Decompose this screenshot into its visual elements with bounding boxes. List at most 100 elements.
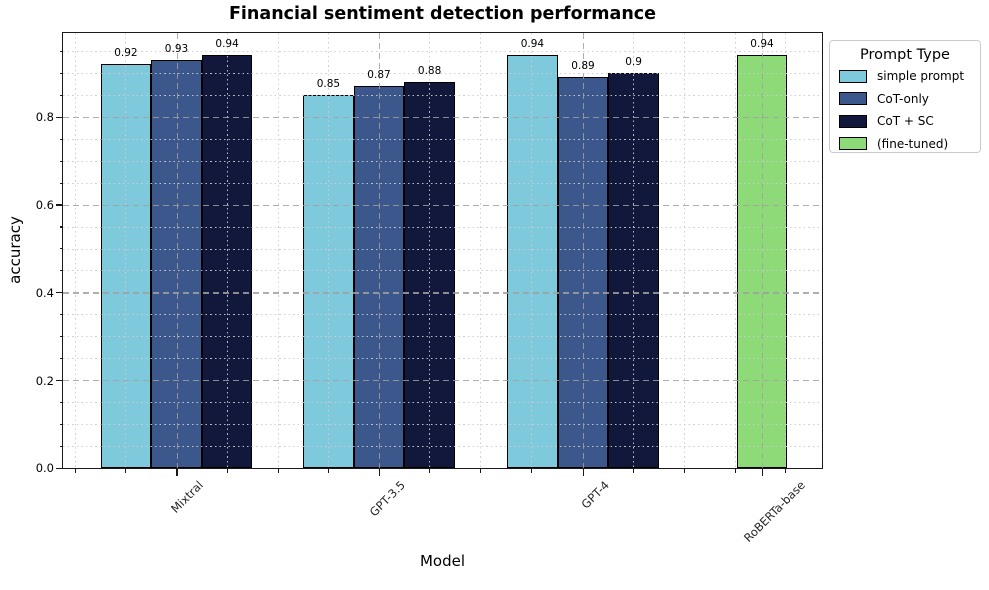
x-major-tick [378,468,381,476]
gridline-minor-v [785,33,786,468]
gridline-minor-h [63,336,822,338]
y-major-tick [56,204,63,206]
legend-item-(fine-tuned): (fine-tuned) [830,133,980,156]
gridline-major-h [63,204,822,206]
gridline-minor-v [328,33,329,468]
bar-GPT-4-simple prompt [507,55,558,468]
gridline-minor-v [633,33,634,468]
legend: Prompt Type simple prompt CoT-only CoT + S… [829,40,981,153]
y-minor-tick [59,226,64,228]
y-minor-tick [59,248,64,250]
x-minor-tick [683,468,685,473]
y-tick-label: 0.6 [35,198,54,212]
legend-swatch-icon [839,137,867,151]
x-minor-tick [784,468,786,473]
y-minor-tick [59,314,64,316]
gridline-minor-h [63,424,822,426]
x-major-tick [582,468,585,476]
bar-value-label: 0.94 [215,38,239,51]
gridline-minor-h [63,94,822,96]
gridline-major-h [63,116,822,118]
gridline-minor-v [684,33,685,468]
plot-area: 0.92 0.93 0.94 0.85 0.87 0.88 0.94 0.89 0.9 0.94 [62,32,823,469]
legend-item-label: (fine-tuned) [877,136,949,151]
bar-value-label: 0.93 [164,42,189,55]
gridline-minor-h [63,138,822,140]
y-minor-tick [59,138,64,140]
legend-swatch-icon [839,69,867,83]
gridline-minor-h [63,50,822,52]
legend-item-label: CoT + SC [877,114,934,129]
x-major-tick [761,468,764,476]
legend-items: simple prompt CoT-only CoT + SC (fine-tuned… [830,65,980,155]
gridline-major-h [63,380,822,382]
gridline-minor-h [63,72,822,74]
y-tick-label: 0.2 [35,373,54,388]
gridline-minor-h [63,182,822,184]
y-axis-label: accuracy [6,216,24,284]
gridline-minor-h [63,314,822,316]
bar-GPT-3.5-CoT-only [353,86,405,468]
gridline-minor-v [227,33,228,468]
y-minor-tick [59,445,64,448]
y-minor-tick [59,358,64,360]
y-tick-label: 0.0 [35,461,54,476]
x-minor-tick [277,468,279,473]
gridline-minor-h [63,160,822,162]
gridline-minor-h [63,402,822,404]
gridline-minor-v [480,33,481,468]
x-major-tick [176,468,178,476]
x-tick-label-GPT-3.5: GPT-3.5 [367,478,409,520]
gridline-major-v [176,33,178,468]
gridline-major-v [762,33,764,468]
bar-RoBERTa-base-(fine-tuned) [736,55,788,468]
legend-item-label: simple prompt [877,69,965,84]
x-minor-tick [124,468,126,473]
legend-title: Prompt Type [860,47,950,63]
gridline-minor-v [531,33,532,468]
legend-item-CoT-only: CoT-only [830,88,980,111]
bar-Mixtral-CoT-only [151,59,202,468]
y-minor-tick [59,72,64,74]
y-minor-tick [59,402,64,404]
y-major-tick [56,116,63,118]
bar-value-label: 0.94 [750,38,774,51]
y-minor-tick [59,424,64,426]
y-major-tick [56,467,63,470]
y-minor-tick [59,50,64,52]
bar-value-label: 0.85 [316,77,341,90]
x-minor-tick [226,468,228,473]
x-tick-label-GPT-4: GPT-4 [578,478,613,512]
y-major-tick [56,380,63,382]
x-minor-tick [428,468,430,473]
gridline-minor-v [125,33,126,468]
gridline-minor-v [75,33,76,468]
x-minor-tick [530,468,532,473]
bar-value-label: 0.94 [520,38,545,51]
y-major-tick [56,292,63,294]
gridline-minor-h [63,358,822,360]
bar-value-label: 0.88 [417,64,442,77]
y-minor-tick [59,270,64,272]
gridline-minor-h [63,248,822,250]
y-minor-tick [59,182,64,184]
legend-swatch-icon [839,92,867,106]
gridline-major-v [583,33,585,468]
x-minor-tick [734,468,736,473]
bar-value-label: 0.87 [367,69,391,82]
x-minor-tick [632,468,634,473]
y-tick-label: 0.8 [35,110,54,125]
legend-swatch-icon [839,114,867,128]
y-minor-tick [59,160,64,162]
gridline-minor-h [63,446,822,448]
x-tick-label-Mixtral: Mixtral [168,478,206,516]
gridline-major-v [379,33,381,468]
x-minor-tick [74,468,76,473]
x-tick-label-RoBERTa-base: RoBERTa-base [741,478,809,545]
chart-title: Financial sentiment detection performanc… [228,4,657,24]
y-tick-label: 0.4 [35,285,54,300]
gridline-minor-v [735,33,736,468]
legend-item-CoT + SC: CoT + SC [830,110,980,133]
gridline-major-h [63,292,822,294]
